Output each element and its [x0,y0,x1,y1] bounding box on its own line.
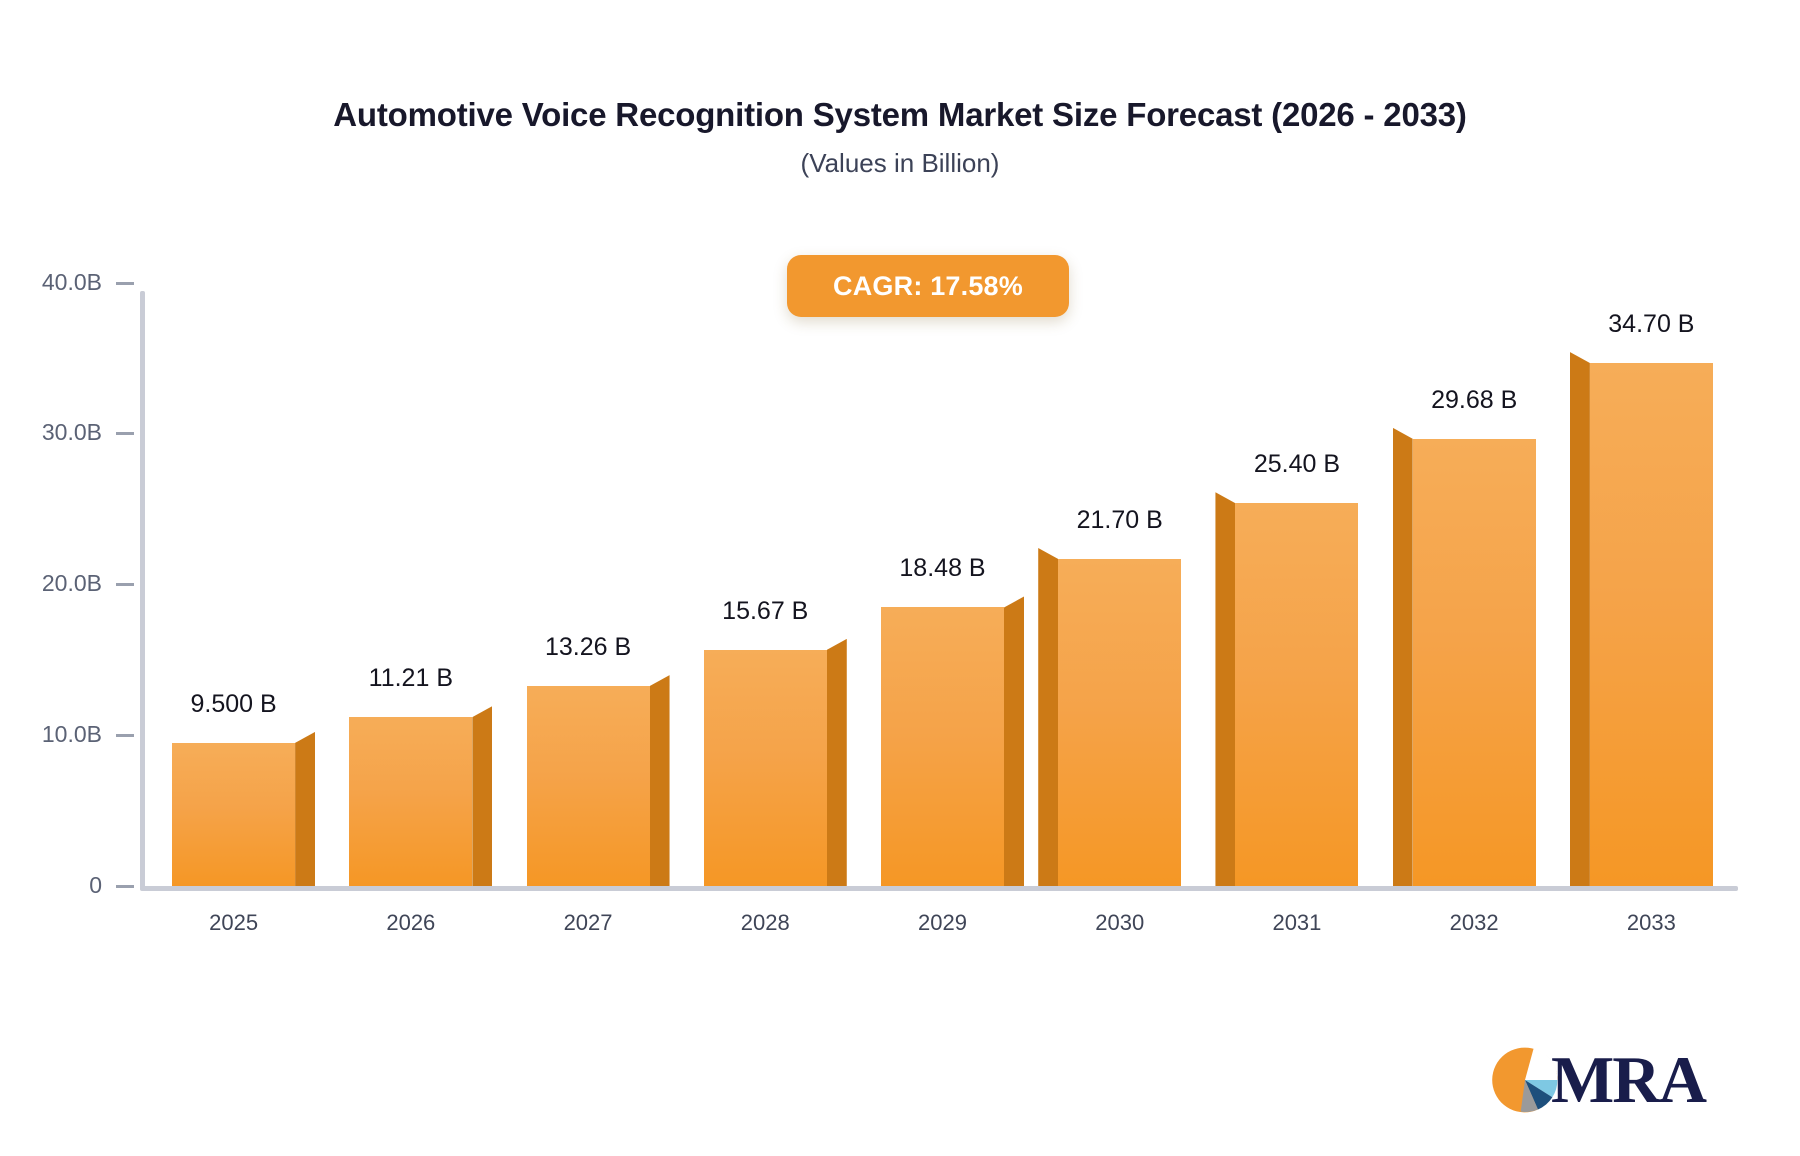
y-axis-tick-label: 40.0B [41,268,102,295]
bar-3d-side [1004,596,1024,886]
x-axis-tick-label: 2031 [1272,910,1322,935]
chart-title: Automotive Voice Recognition System Mark… [333,96,1467,133]
chart-subtitle: (Values in Billion) [800,148,1000,179]
bar-face [703,649,827,886]
bar-value-label: 11.21 B [368,664,453,693]
bar-series: 9.500 B 2025 11.21 B 2026 13.26 B 2027 15.67 B… [145,0,1740,1156]
bar-value-label: 13.26 B [544,633,632,662]
bar-face [1412,438,1536,886]
bar-face [349,717,473,886]
bar-3d-side [1215,492,1236,886]
y-axis-tick-label: 10.0B [41,720,102,747]
cagr-badge: CAGR: 17.58% [787,255,1069,317]
bar-3d-side [826,638,847,886]
bar-2026: 11.21 B [349,666,493,886]
y-axis-line [140,291,145,889]
bar-2032: 29.68 B [1392,387,1536,886]
bar-2028: 15.67 B [703,598,847,886]
x-axis-line [140,886,1738,891]
bar-value-label: 18.48 B [899,554,986,583]
bar-3d-side [1392,427,1413,886]
x-axis-tick-label: 2027 [563,910,613,935]
y-axis-tick-mark [116,733,134,737]
bar-2027: 13.26 B [526,635,670,886]
bar-2029: 18.48 B [881,556,1024,886]
bar-value-label: 25.40 B [1253,450,1341,479]
bar-face [881,607,1004,886]
x-axis-tick-label: 2025 [209,910,259,935]
y-axis-tick-label: 30.0B [41,419,102,446]
y-axis-tick-mark [116,432,134,436]
x-axis-tick-label: 2033 [1626,910,1676,935]
mra-logo-text: MRA [1551,1042,1707,1117]
bar-value-label: 34.70 B [1608,310,1695,339]
pie-chart-icon [1492,1047,1558,1113]
bar-3d-side [649,675,670,886]
y-axis-tick-label: 20.0B [41,570,102,597]
bar-3d-side [1569,352,1590,886]
bar-face [1589,363,1713,886]
bar-face [526,686,650,886]
bar-2025: 9.500 B [172,691,316,886]
x-axis-tick-label: 2030 [1095,910,1145,935]
x-axis-tick-label: 2028 [740,910,790,935]
y-axis-tick-label: 0 [89,871,102,898]
bar-2030: 21.70 B [1038,507,1182,886]
bar-face [1058,558,1182,886]
bar-3d-side [295,731,316,886]
bar-value-label: 9.500 B [190,689,277,718]
x-axis-tick-label: 2029 [918,910,967,935]
mra-logo: MRA [1489,1036,1707,1124]
chart-header: Automotive Voice Recognition System Mark… [0,0,1800,178]
bar-value-label: 15.67 B [722,596,809,625]
cagr-badge-label: CAGR: 17.58% [833,270,1023,301]
bar-2033: 34.70 B [1569,312,1713,886]
x-axis-tick-label: 2032 [1449,910,1499,935]
bar-2031: 25.40 B [1215,452,1359,886]
y-axis-tick-mark [116,281,134,285]
y-axis-tick-mark [116,884,134,888]
bar-face [1235,503,1359,886]
x-axis-tick-label: 2026 [386,910,436,935]
bar-3d-side [472,706,493,886]
bar-3d-side [1038,547,1059,886]
y-axis-tick-mark [116,583,134,587]
bar-value-label: 21.70 B [1076,505,1163,534]
bar-value-label: 29.68 B [1431,385,1518,414]
bar-face [172,742,296,886]
